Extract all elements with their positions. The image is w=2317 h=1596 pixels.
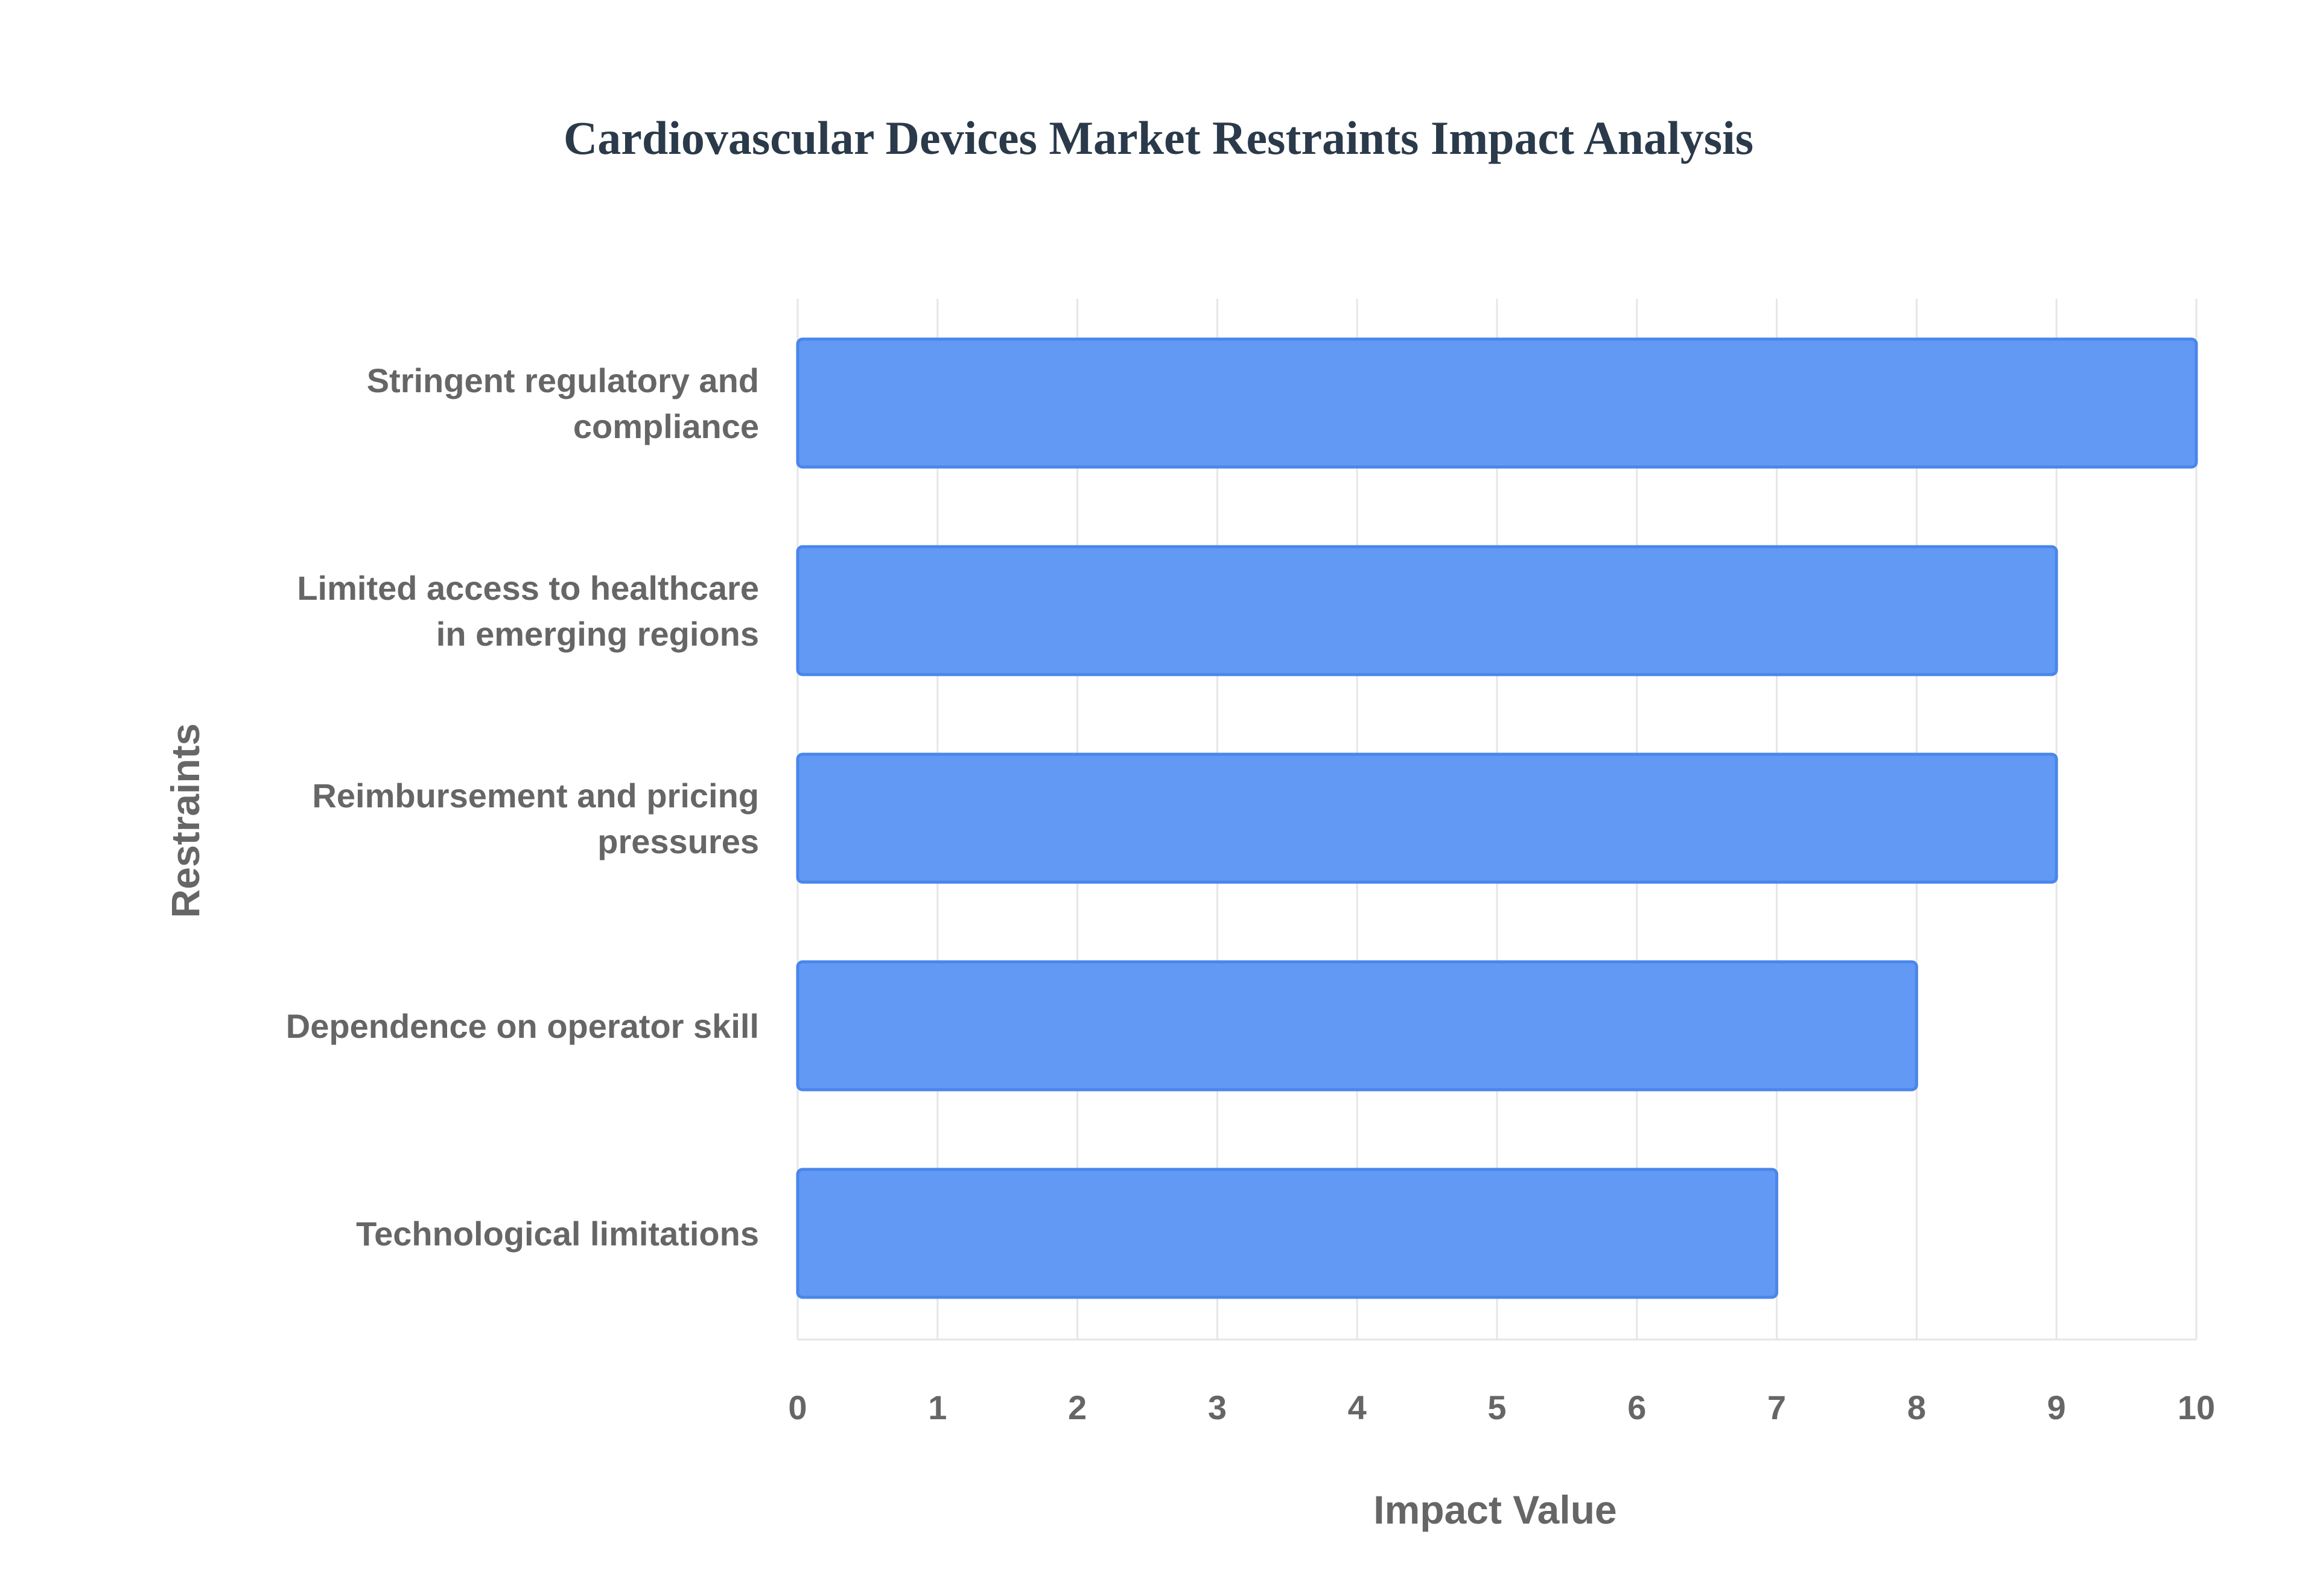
bar-5 bbox=[796, 1168, 1779, 1299]
category-label-3: Reimbursement and pricing pressures bbox=[312, 777, 759, 860]
category-label-line: in emerging regions bbox=[436, 615, 759, 653]
x-tick-label-3: 3 bbox=[1208, 1388, 1227, 1426]
category-label-line: Technological limitations bbox=[356, 1215, 759, 1253]
x-tick-label-5: 5 bbox=[1487, 1388, 1506, 1426]
chart-title: Cardiovascular Devices Market Restraints… bbox=[564, 112, 1753, 164]
bar-1 bbox=[796, 337, 2198, 469]
category-label-4: Dependence on operator skill bbox=[286, 1007, 759, 1045]
category-label-line: Stringent regulatory and bbox=[367, 361, 759, 399]
x-axis-title: Impact Value bbox=[1373, 1487, 1617, 1532]
x-tick-label-6: 6 bbox=[1627, 1388, 1646, 1426]
category-label-line: pressures bbox=[597, 822, 759, 860]
x-tick-label-4: 4 bbox=[1348, 1388, 1367, 1426]
x-tick-label-0: 0 bbox=[788, 1388, 807, 1426]
category-label-line: Reimbursement and pricing bbox=[312, 777, 759, 815]
x-tick-labels: 0 1 2 3 4 5 6 7 8 9 10 bbox=[788, 1388, 2215, 1426]
category-label-1: Stringent regulatory and compliance bbox=[367, 361, 759, 445]
category-label-line: Limited access to healthcare bbox=[297, 569, 759, 607]
category-label-line: compliance bbox=[573, 407, 759, 445]
x-tick-label-2: 2 bbox=[1068, 1388, 1087, 1426]
x-tick-label-8: 8 bbox=[1907, 1388, 1926, 1426]
y-axis-title: Restraints bbox=[163, 723, 208, 918]
bars bbox=[796, 337, 2198, 1299]
category-labels: Stringent regulatory and compliance Limite… bbox=[286, 361, 759, 1253]
category-label-2: Limited access to healthcare in emerging … bbox=[297, 569, 759, 653]
x-tick-label-1: 1 bbox=[928, 1388, 947, 1426]
category-label-line: Dependence on operator skill bbox=[286, 1007, 759, 1045]
x-tick-label-9: 9 bbox=[2047, 1388, 2066, 1426]
x-tick-label-7: 7 bbox=[1767, 1388, 1786, 1426]
bar-4 bbox=[796, 960, 1918, 1092]
x-tick-label-10: 10 bbox=[2178, 1388, 2215, 1426]
category-label-5: Technological limitations bbox=[356, 1215, 759, 1253]
bar-2 bbox=[796, 545, 2058, 676]
bar-3 bbox=[796, 752, 2058, 884]
